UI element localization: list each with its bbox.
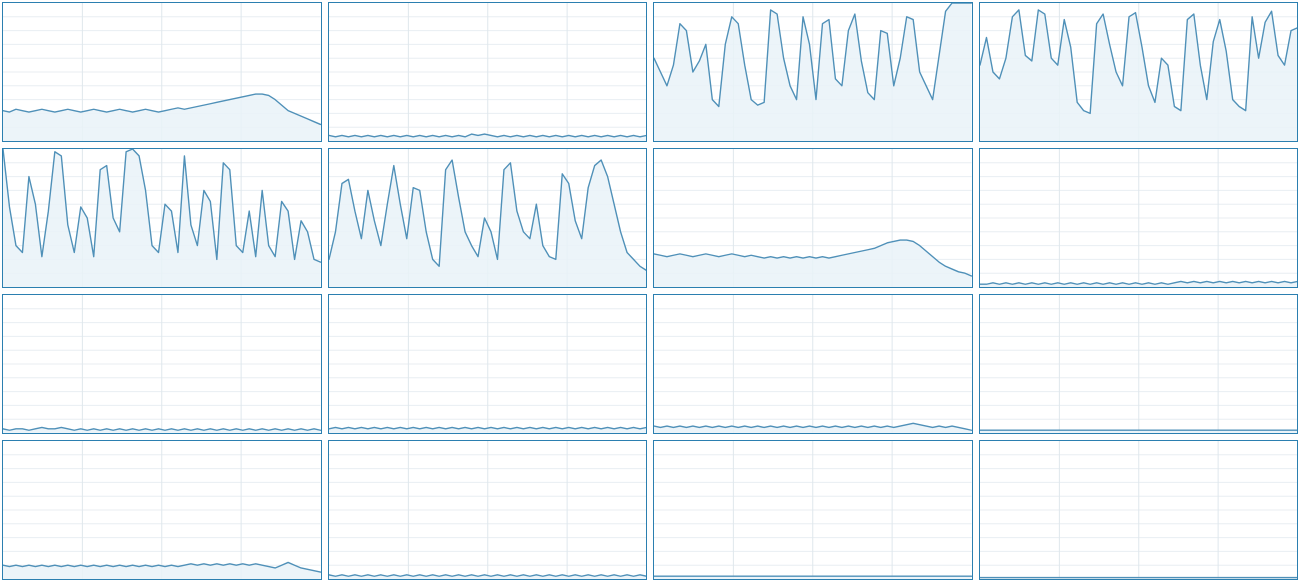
sparkline-r0c1-svg bbox=[329, 3, 647, 141]
sparkline-grid bbox=[0, 0, 1300, 582]
sparkline-r3c1-svg bbox=[329, 441, 647, 579]
sparkline-r2c3 bbox=[979, 294, 1299, 434]
sparkline-r0c3-svg bbox=[980, 3, 1298, 141]
sparkline-r0c3 bbox=[979, 2, 1299, 142]
sparkline-r3c3 bbox=[979, 440, 1299, 580]
sparkline-r3c0 bbox=[2, 440, 322, 580]
sparkline-r2c3-svg bbox=[980, 295, 1298, 433]
sparkline-r0c2 bbox=[653, 2, 973, 142]
sparkline-r0c1 bbox=[328, 2, 648, 142]
sparkline-r1c3-svg bbox=[980, 149, 1298, 287]
sparkline-r3c2 bbox=[653, 440, 973, 580]
sparkline-r1c1 bbox=[328, 148, 648, 288]
sparkline-r1c2-svg bbox=[654, 149, 972, 287]
sparkline-r1c2 bbox=[653, 148, 973, 288]
sparkline-r3c2-svg bbox=[654, 441, 972, 579]
sparkline-r2c1 bbox=[328, 294, 648, 434]
sparkline-r0c0 bbox=[2, 2, 322, 142]
sparkline-r3c0-svg bbox=[3, 441, 321, 579]
sparkline-r2c2-svg bbox=[654, 295, 972, 433]
sparkline-r3c3-svg bbox=[980, 441, 1298, 579]
sparkline-r2c0 bbox=[2, 294, 322, 434]
sparkline-r0c0-svg bbox=[3, 3, 321, 141]
sparkline-r1c0 bbox=[2, 148, 322, 288]
sparkline-r1c1-svg bbox=[329, 149, 647, 287]
sparkline-r3c1 bbox=[328, 440, 648, 580]
sparkline-r1c0-svg bbox=[3, 149, 321, 287]
sparkline-r2c1-svg bbox=[329, 295, 647, 433]
sparkline-r0c2-svg bbox=[654, 3, 972, 141]
sparkline-r2c2 bbox=[653, 294, 973, 434]
sparkline-r1c3 bbox=[979, 148, 1299, 288]
sparkline-r2c0-svg bbox=[3, 295, 321, 433]
